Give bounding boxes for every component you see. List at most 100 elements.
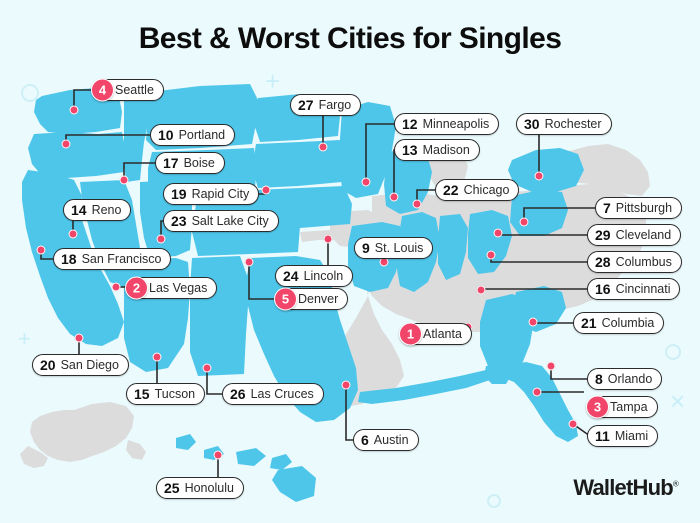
- city-name-san-francisco: San Francisco: [81, 251, 162, 266]
- map-pin-rochester[interactable]: [534, 171, 544, 181]
- leader-cincinnati: [480, 288, 596, 290]
- map-pin-las-cruces[interactable]: [202, 363, 212, 373]
- state-south-carolina: [512, 286, 566, 332]
- map-pin-austin[interactable]: [341, 380, 351, 390]
- city-name-lincoln: Lincoln: [303, 268, 344, 283]
- city-label-fargo[interactable]: 27 Fargo: [290, 94, 362, 116]
- city-label-chicago[interactable]: 22 Chicago: [435, 179, 520, 201]
- brand-name: WalletHub: [573, 475, 673, 500]
- brand-logo: WalletHub®: [573, 475, 678, 501]
- map-pin-columbia[interactable]: [528, 317, 538, 327]
- map-pin-rapid-city[interactable]: [261, 185, 271, 195]
- city-name-cincinnati: Cincinnati: [615, 281, 671, 296]
- rank-badge-tucson: 15: [134, 386, 150, 402]
- city-name-rochester: Rochester: [544, 116, 602, 131]
- map-pin-reno[interactable]: [68, 229, 78, 239]
- map-pin-seattle[interactable]: [69, 105, 79, 115]
- map-pin-las-vegas[interactable]: [111, 282, 121, 292]
- map-pin-salt-lake-city[interactable]: [156, 234, 166, 244]
- map-pin-cleveland[interactable]: [493, 228, 503, 238]
- city-name-madison: Madison: [422, 142, 470, 157]
- state-indiana: [438, 214, 468, 280]
- map-pin-san-diego[interactable]: [74, 333, 84, 343]
- state-region-gray-northeast: [558, 144, 650, 196]
- rank-badge-portland: 10: [158, 127, 174, 143]
- city-name-atlanta: Atlanta: [423, 326, 462, 341]
- city-label-reno[interactable]: 14 Reno: [63, 199, 132, 221]
- rank-badge-cincinnati: 16: [595, 281, 611, 297]
- state-new-york: [508, 148, 584, 192]
- map-pin-tampa[interactable]: [532, 387, 542, 397]
- state-oregon: [28, 132, 126, 178]
- city-label-columbus[interactable]: 28 Columbus: [587, 251, 682, 273]
- map-pin-minneapolis[interactable]: [361, 177, 371, 187]
- map-pin-chicago[interactable]: [412, 199, 422, 209]
- map-pin-tucson[interactable]: [152, 352, 162, 362]
- city-label-boise[interactable]: 17 Boise: [155, 152, 225, 174]
- rank-badge-chicago: 22: [443, 182, 459, 198]
- city-label-rochester[interactable]: 30 Rochester: [516, 113, 612, 135]
- city-label-lincoln[interactable]: 24 Lincoln: [275, 265, 354, 287]
- city-label-denver[interactable]: 5 Denver: [274, 287, 349, 311]
- city-name-reno: Reno: [91, 202, 122, 217]
- city-label-pittsburgh[interactable]: 7 Pittsburgh: [595, 197, 683, 219]
- city-label-tucson[interactable]: 15 Tucson: [126, 383, 206, 405]
- city-label-st-louis[interactable]: 9 St. Louis: [354, 237, 434, 259]
- rank-badge-seattle: 4: [91, 78, 114, 102]
- map-pin-miami[interactable]: [568, 419, 578, 429]
- map-pin-boise[interactable]: [119, 175, 129, 185]
- city-name-san-diego: San Diego: [60, 357, 119, 372]
- map-pin-san-francisco[interactable]: [36, 245, 46, 255]
- map-pin-honolulu[interactable]: [213, 450, 223, 460]
- city-label-honolulu[interactable]: 25 Honolulu: [156, 477, 244, 499]
- rank-badge-madison: 13: [402, 142, 418, 158]
- city-label-columbia[interactable]: 21 Columbia: [573, 312, 665, 334]
- map-pin-pittsburgh[interactable]: [519, 217, 529, 227]
- map-pin-orlando[interactable]: [546, 361, 556, 371]
- map-pin-columbus[interactable]: [486, 250, 496, 260]
- city-label-seattle[interactable]: 4 Seattle: [91, 78, 164, 102]
- city-name-columbus: Columbus: [615, 254, 672, 269]
- city-label-rapid-city[interactable]: 19 Rapid City: [163, 183, 260, 205]
- city-label-cleveland[interactable]: 29 Cleveland: [587, 224, 682, 246]
- city-label-salt-lake-city[interactable]: 23 Salt Lake City: [163, 210, 279, 232]
- rank-badge-minneapolis: 12: [402, 116, 418, 132]
- map-pin-fargo[interactable]: [318, 142, 328, 152]
- city-name-salt-lake-city: Salt Lake City: [191, 213, 269, 228]
- leader-lascruces: [206, 368, 224, 395]
- city-label-las-vegas[interactable]: 2 Las Vegas: [125, 276, 218, 300]
- city-label-las-cruces[interactable]: 26 Las Cruces: [222, 383, 324, 405]
- city-label-minneapolis[interactable]: 12 Minneapolis: [394, 113, 500, 135]
- map-pin-cincinnati[interactable]: [476, 285, 486, 295]
- city-label-portland[interactable]: 10 Portland: [150, 124, 236, 146]
- city-name-fargo: Fargo: [318, 97, 352, 112]
- city-label-san-diego[interactable]: 20 San Diego: [32, 354, 129, 376]
- city-name-cleveland: Cleveland: [615, 227, 672, 242]
- city-label-atlanta[interactable]: 1 Atlanta: [399, 322, 472, 346]
- map-pin-madison[interactable]: [389, 192, 399, 202]
- map-pin-lincoln[interactable]: [323, 234, 333, 244]
- city-label-cincinnati[interactable]: 16 Cincinnati: [587, 278, 681, 300]
- rank-badge-rapid-city: 19: [171, 186, 187, 202]
- city-label-orlando[interactable]: 8 Orlando: [587, 368, 663, 390]
- map-pin-portland[interactable]: [61, 139, 71, 149]
- state-alaska: [20, 402, 134, 468]
- leader-denver: [248, 262, 278, 300]
- state-region-gray-southcentral: [300, 230, 404, 408]
- brand-trademark: ®: [672, 479, 679, 489]
- city-label-austin[interactable]: 6 Austin: [353, 429, 419, 451]
- leader-orlando: [550, 366, 590, 380]
- leader-boise: [123, 162, 155, 180]
- city-label-tampa[interactable]: 3 Tampa: [586, 395, 658, 419]
- city-label-san-francisco[interactable]: 18 San Francisco: [53, 248, 172, 270]
- city-name-denver: Denver: [298, 291, 339, 306]
- rank-badge-columbia: 21: [581, 315, 597, 331]
- city-label-miami[interactable]: 11 Miami: [587, 425, 659, 447]
- state-ohio: [468, 210, 512, 274]
- rank-badge-tampa: 3: [586, 395, 609, 419]
- map-pin-denver[interactable]: [244, 257, 254, 267]
- rank-badge-las-cruces: 26: [230, 386, 246, 402]
- city-name-rapid-city: Rapid City: [191, 186, 250, 201]
- city-label-madison[interactable]: 13 Madison: [394, 139, 480, 161]
